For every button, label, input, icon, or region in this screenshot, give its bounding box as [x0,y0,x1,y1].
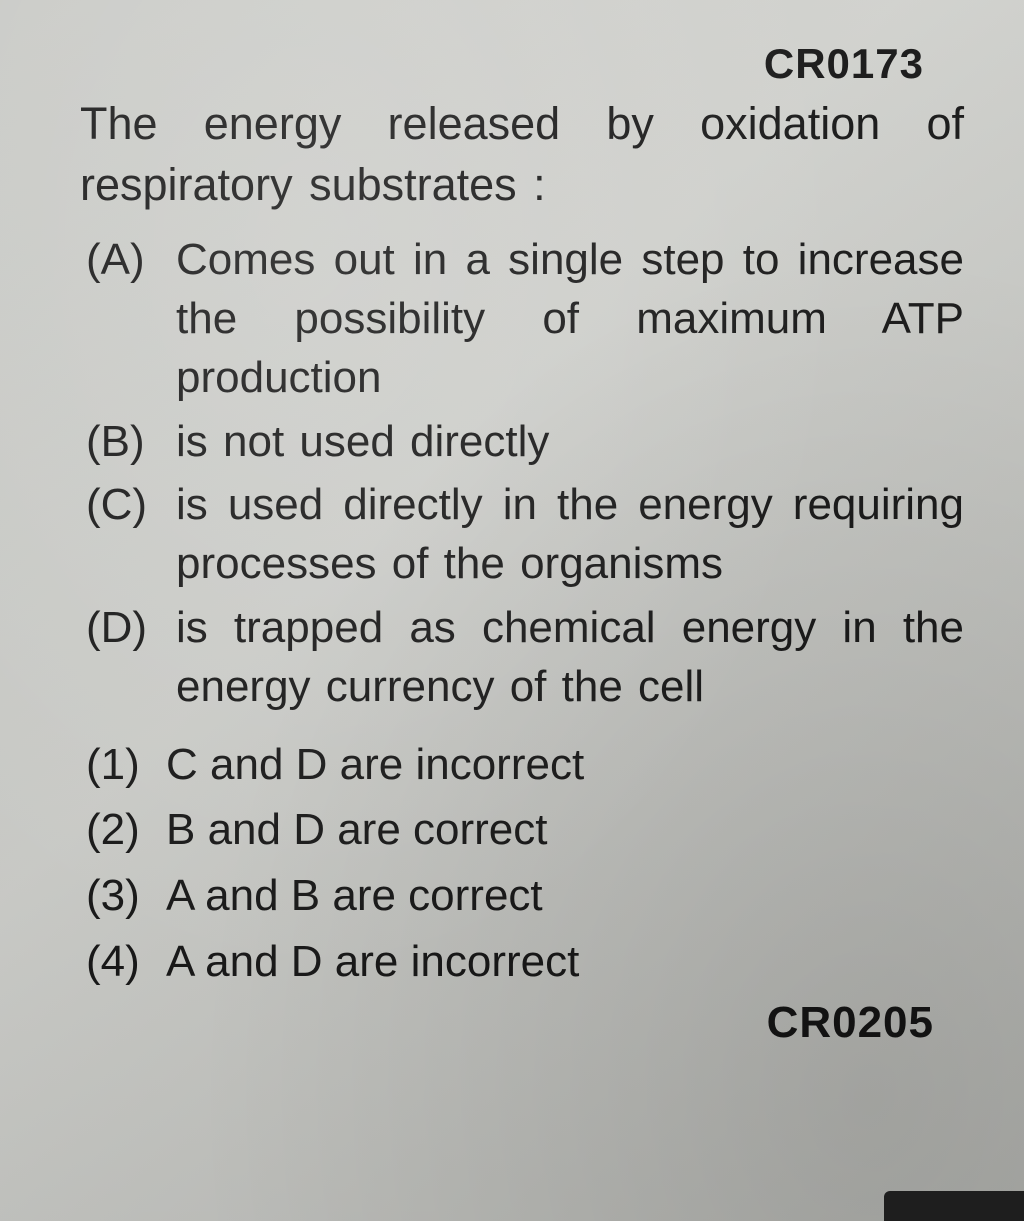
statement-label: (B) [80,412,176,471]
statement-label: (D) [80,598,176,717]
option-label: (4) [80,930,166,994]
option-text: A and D are incorrect [166,930,964,994]
option-text: B and D are correct [166,798,964,862]
exam-page: CR0173 The energy released by oxidation … [0,0,1024,1221]
statement-c: (C) is used directly in the energy requi… [80,475,964,594]
statement-a: (A) Comes out in a single step to increa… [80,230,964,408]
option-label: (1) [80,733,166,797]
question-code-top: CR0173 [80,40,964,88]
option-2: (2) B and D are correct [80,798,964,862]
question-stem: The energy released by oxidation of resp… [80,94,964,216]
statement-text: Comes out in a single step to increase t… [176,230,964,408]
option-3: (3) A and B are correct [80,864,964,928]
option-text: A and B are correct [166,864,964,928]
statement-text: is not used directly [176,412,964,471]
option-label: (3) [80,864,166,928]
statement-text: is used directly in the energy requiring… [176,475,964,594]
options-block: (1) C and D are incorrect (2) B and D ar… [80,733,964,994]
option-text: C and D are incorrect [166,733,964,797]
option-1: (1) C and D are incorrect [80,733,964,797]
statement-d: (D) is trapped as chemical energy in the… [80,598,964,717]
question-code-bottom: CR0205 [80,998,964,1048]
statement-label: (C) [80,475,176,594]
statements-block: (A) Comes out in a single step to increa… [80,230,964,717]
statement-b: (B) is not used directly [80,412,964,471]
statement-label: (A) [80,230,176,408]
dark-bottom-edge [884,1191,1024,1221]
statement-text: is trapped as chemical energy in the ene… [176,598,964,717]
option-4: (4) A and D are incorrect [80,930,964,994]
option-label: (2) [80,798,166,862]
